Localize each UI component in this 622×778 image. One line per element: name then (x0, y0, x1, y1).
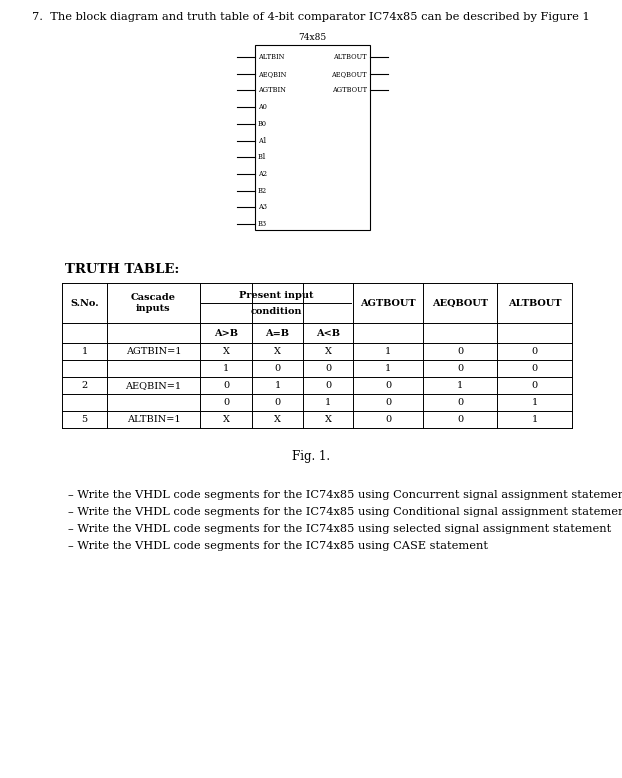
Text: 0: 0 (531, 347, 537, 356)
Text: 1: 1 (531, 398, 537, 407)
Text: 0: 0 (457, 364, 463, 373)
Text: A>B: A>B (214, 328, 238, 338)
Text: AEQBIN: AEQBIN (258, 70, 287, 78)
Text: Fig. 1.: Fig. 1. (292, 450, 330, 463)
Text: AEQBOUT: AEQBOUT (332, 70, 367, 78)
Text: 0: 0 (274, 364, 281, 373)
Text: A3: A3 (258, 203, 267, 212)
Text: Present input: Present input (239, 290, 313, 300)
Text: 0: 0 (325, 381, 331, 390)
Text: 1: 1 (457, 381, 463, 390)
Text: X: X (274, 347, 281, 356)
Text: 0: 0 (385, 398, 391, 407)
Text: 74x85: 74x85 (299, 33, 327, 42)
Text: X: X (325, 415, 332, 424)
Bar (255, 45, 370, 230)
Text: 1: 1 (81, 347, 88, 356)
Text: 0: 0 (223, 398, 229, 407)
Text: ALTBIN=1: ALTBIN=1 (127, 415, 180, 424)
Text: 1: 1 (325, 398, 331, 407)
Text: Cascade
inputs: Cascade inputs (131, 293, 176, 313)
Text: A=B: A=B (266, 328, 289, 338)
Text: A1: A1 (258, 136, 267, 145)
Text: 0: 0 (457, 347, 463, 356)
Text: 1: 1 (223, 364, 229, 373)
Text: ALTBOUT: ALTBOUT (508, 299, 561, 307)
Text: condition: condition (251, 307, 302, 316)
Text: 0: 0 (457, 398, 463, 407)
Text: AGTBIN=1: AGTBIN=1 (126, 347, 181, 356)
Text: B2: B2 (258, 187, 267, 194)
Text: X: X (274, 415, 281, 424)
Text: X: X (325, 347, 332, 356)
Text: 0: 0 (223, 381, 229, 390)
Text: AGTBOUT: AGTBOUT (360, 299, 416, 307)
Text: AGTBOUT: AGTBOUT (332, 86, 367, 94)
Text: 0: 0 (457, 415, 463, 424)
Text: B3: B3 (258, 220, 267, 228)
Text: X: X (223, 415, 230, 424)
Text: ALTBIN: ALTBIN (258, 53, 284, 61)
Text: 7.  The block diagram and truth table of 4-bit comparator IC74x85 can be describ: 7. The block diagram and truth table of … (32, 12, 590, 22)
Text: 0: 0 (385, 381, 391, 390)
Text: B1: B1 (258, 153, 267, 161)
Text: – Write the VHDL code segments for the IC74x85 using Conditional signal assignme: – Write the VHDL code segments for the I… (68, 507, 622, 517)
Text: A2: A2 (258, 170, 267, 178)
Text: AGTBIN: AGTBIN (258, 86, 286, 94)
Text: ALTBOUT: ALTBOUT (333, 53, 367, 61)
Text: 1: 1 (385, 347, 391, 356)
Text: 1: 1 (385, 364, 391, 373)
Text: 2: 2 (81, 381, 88, 390)
Text: – Write the VHDL code segments for the IC74x85 using CASE statement: – Write the VHDL code segments for the I… (68, 541, 488, 551)
Text: A0: A0 (258, 103, 267, 111)
Text: 0: 0 (531, 364, 537, 373)
Text: X: X (223, 347, 230, 356)
Text: – Write the VHDL code segments for the IC74x85 using Concurrent signal assignmen: – Write the VHDL code segments for the I… (68, 490, 622, 500)
Text: 5: 5 (81, 415, 88, 424)
Text: A<B: A<B (316, 328, 340, 338)
Text: 0: 0 (385, 415, 391, 424)
Text: 0: 0 (531, 381, 537, 390)
Text: 0: 0 (274, 398, 281, 407)
Text: AEQBOUT: AEQBOUT (432, 299, 488, 307)
Text: 1: 1 (531, 415, 537, 424)
Text: AEQBIN=1: AEQBIN=1 (126, 381, 182, 390)
Text: S.No.: S.No. (70, 299, 99, 307)
Text: TRUTH TABLE:: TRUTH TABLE: (65, 263, 179, 276)
Text: B0: B0 (258, 120, 267, 128)
Text: 1: 1 (274, 381, 281, 390)
Text: 0: 0 (325, 364, 331, 373)
Text: – Write the VHDL code segments for the IC74x85 using selected signal assignment : – Write the VHDL code segments for the I… (68, 524, 611, 534)
